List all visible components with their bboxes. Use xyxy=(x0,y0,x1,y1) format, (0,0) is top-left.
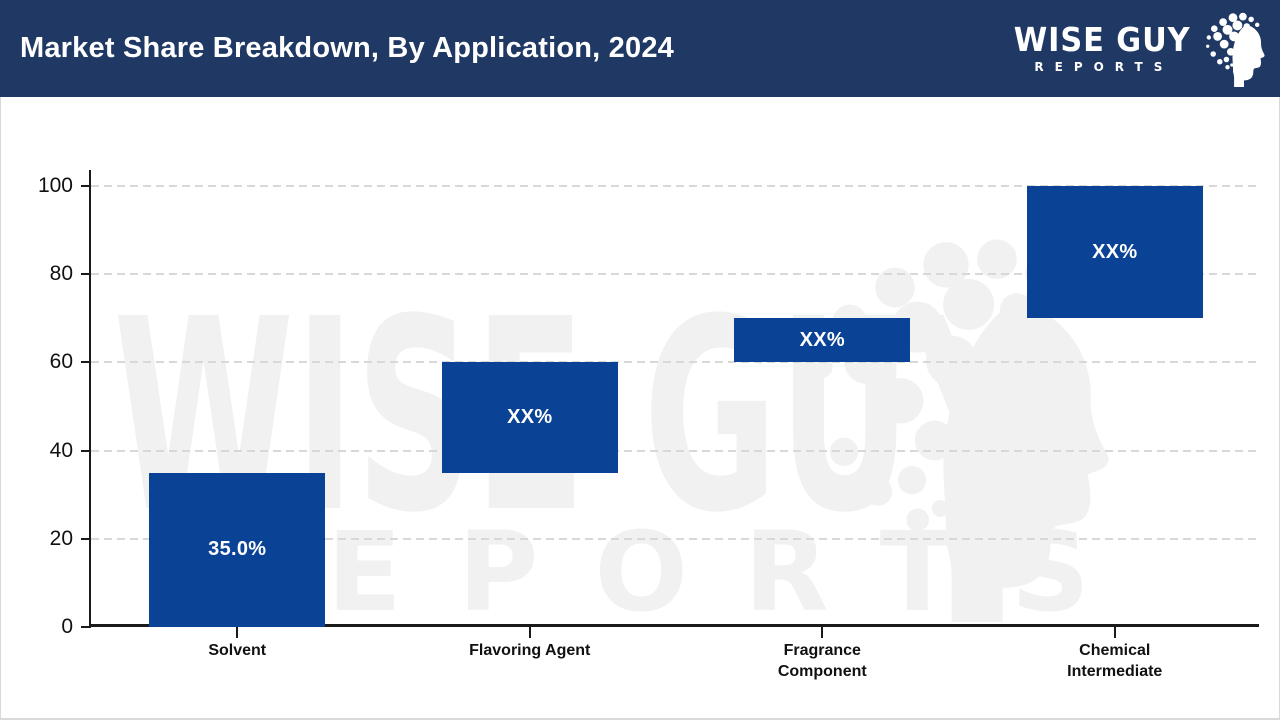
bar: XX% xyxy=(734,318,911,363)
bar-value-label: XX% xyxy=(799,328,845,351)
y-tick-mark xyxy=(81,361,91,364)
plot-area: 0 20 40 60 80 100 35.0% Solvent XX% Flavoring Age… xyxy=(38,170,1259,680)
y-tick-label: 0 xyxy=(61,615,73,638)
y-tick-label: 100 xyxy=(37,174,73,197)
y-tick-label: 20 xyxy=(49,526,73,550)
gridline xyxy=(91,537,1259,540)
x-tick-mark xyxy=(528,627,531,638)
header: Market Share Breakdown, By Application, … xyxy=(0,0,1280,97)
x-category-label: Flavoring Agent xyxy=(469,642,591,659)
chart-area: WISE GUY REPORTS 0 20 40 60 80 100 35.0% Solven… xyxy=(1,97,1279,718)
y-tick-label: 40 xyxy=(49,438,73,462)
y-tick-mark xyxy=(81,273,91,276)
x-category-label: Solvent xyxy=(208,642,267,659)
wiseguy-face-icon xyxy=(1200,10,1266,87)
bar-value-label: 35.0% xyxy=(208,538,267,561)
y-tick-mark xyxy=(81,626,91,628)
gridline xyxy=(91,361,1259,364)
logo-tagline: REPORTS xyxy=(1034,59,1174,74)
gridline xyxy=(91,273,1259,276)
gridline xyxy=(91,185,1259,187)
bar-value-label: XX% xyxy=(507,406,553,429)
y-tick-label: 60 xyxy=(49,350,73,374)
bar-value-label: XX% xyxy=(1092,240,1138,263)
bar: XX% xyxy=(1026,186,1203,319)
y-tick-label: 80 xyxy=(49,262,73,286)
bar: 35.0% xyxy=(149,472,326,627)
x-category-label: Fragrance Component xyxy=(777,642,867,680)
logo-text: WISE GUY REPORTS xyxy=(1006,23,1198,74)
y-tick-mark xyxy=(81,537,91,540)
x-tick-mark xyxy=(236,627,239,638)
bar: XX% xyxy=(441,362,618,473)
y-tick-mark xyxy=(81,449,91,452)
wiseguy-logo: WISE GUY REPORTS xyxy=(1006,10,1266,87)
chart-title: Market Share Breakdown, By Application, … xyxy=(20,32,674,64)
x-category-label: Chemical Intermediate xyxy=(1067,642,1163,680)
x-tick-mark xyxy=(821,627,824,638)
x-tick-mark xyxy=(1113,627,1116,638)
gridline xyxy=(91,449,1259,452)
logo-name: WISE GUY xyxy=(1013,20,1191,60)
y-tick-mark xyxy=(81,185,91,187)
